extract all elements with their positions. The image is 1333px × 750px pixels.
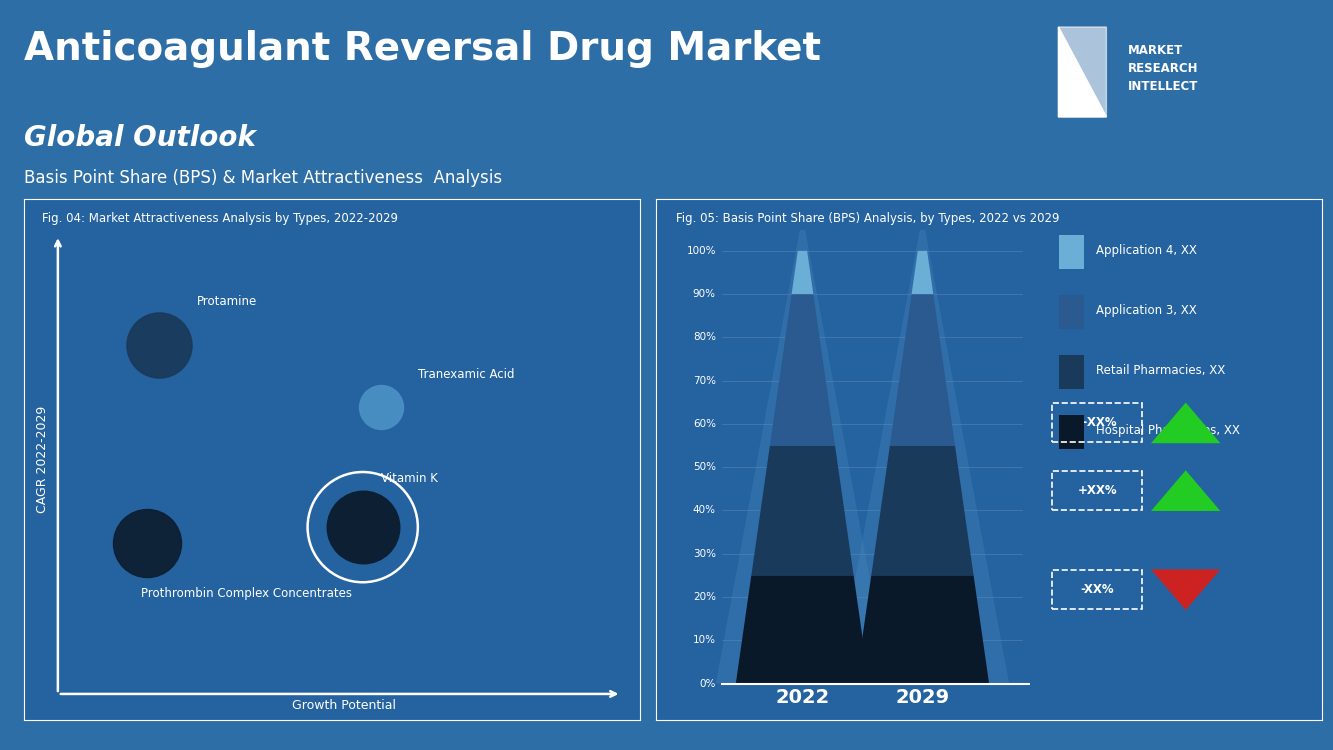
Text: 60%: 60% (693, 419, 716, 429)
Text: Protamine: Protamine (196, 296, 257, 308)
FancyBboxPatch shape (1060, 356, 1085, 389)
Polygon shape (1058, 27, 1106, 117)
Text: XX%: XX% (786, 338, 818, 351)
Text: Application 4, XX: Application 4, XX (1096, 244, 1197, 257)
Text: XX%: XX% (906, 338, 938, 351)
Text: Retail Pharmacies, XX: Retail Pharmacies, XX (1096, 364, 1225, 377)
Polygon shape (1150, 569, 1221, 610)
Polygon shape (890, 294, 954, 446)
Text: +XX%: +XX% (1077, 484, 1117, 497)
Text: 80%: 80% (693, 332, 716, 343)
Text: XX%: XX% (906, 640, 938, 653)
Polygon shape (912, 251, 933, 294)
Text: Vitamin K: Vitamin K (381, 472, 439, 485)
Point (136, 537, 157, 549)
Text: Application 3, XX: Application 3, XX (1096, 304, 1197, 317)
Polygon shape (1058, 27, 1106, 117)
Text: 2029: 2029 (896, 688, 949, 707)
FancyBboxPatch shape (1060, 415, 1085, 449)
Text: Hospital Pharmacies, XX: Hospital Pharmacies, XX (1096, 424, 1240, 437)
Text: +XX%: +XX% (1077, 416, 1117, 430)
Polygon shape (770, 294, 834, 446)
Polygon shape (716, 230, 889, 683)
Text: Prothrombin Complex Concentrates: Prothrombin Complex Concentrates (141, 587, 352, 600)
Text: XX%: XX% (786, 494, 818, 508)
Text: Tranexamic Acid: Tranexamic Acid (419, 368, 515, 381)
Point (352, 521, 373, 533)
Text: 50%: 50% (693, 462, 716, 472)
Text: Fig. 04: Market Attractiveness Analysis by Types, 2022-2029: Fig. 04: Market Attractiveness Analysis … (43, 211, 399, 225)
Point (371, 401, 392, 413)
Bar (1053, 570, 1142, 609)
Text: XX%: XX% (906, 494, 938, 508)
FancyBboxPatch shape (1060, 296, 1085, 329)
Text: -XX%: -XX% (1081, 584, 1114, 596)
Polygon shape (856, 575, 989, 683)
Polygon shape (836, 230, 1009, 683)
Polygon shape (1150, 470, 1221, 511)
Text: Growth Potential: Growth Potential (292, 699, 396, 712)
Text: 100%: 100% (686, 246, 716, 256)
Text: MARKET
RESEARCH
INTELLECT: MARKET RESEARCH INTELLECT (1128, 44, 1198, 94)
Text: 40%: 40% (693, 506, 716, 515)
Text: Basis Point Share (BPS) & Market Attractiveness  Analysis: Basis Point Share (BPS) & Market Attract… (24, 169, 503, 187)
Text: Anticoagulant Reversal Drug Market: Anticoagulant Reversal Drug Market (24, 30, 821, 68)
Text: 20%: 20% (693, 592, 716, 602)
Bar (1053, 471, 1142, 510)
Bar (1053, 404, 1142, 442)
Polygon shape (1150, 403, 1221, 443)
Text: 90%: 90% (693, 290, 716, 299)
Text: 0%: 0% (700, 679, 716, 688)
Text: Global Outlook: Global Outlook (24, 124, 256, 152)
Text: XX%: XX% (786, 640, 818, 653)
Text: 2022: 2022 (776, 688, 829, 707)
Text: 70%: 70% (693, 376, 716, 386)
FancyBboxPatch shape (1060, 236, 1085, 269)
Polygon shape (752, 446, 853, 575)
Text: 10%: 10% (693, 635, 716, 645)
Polygon shape (792, 251, 813, 294)
Text: 30%: 30% (693, 549, 716, 559)
Polygon shape (736, 575, 869, 683)
Point (149, 339, 171, 351)
Polygon shape (872, 446, 973, 575)
Text: CAGR 2022-2029: CAGR 2022-2029 (36, 406, 49, 513)
Text: Fig. 05: Basis Point Share (BPS) Analysis, by Types, 2022 vs 2029: Fig. 05: Basis Point Share (BPS) Analysi… (676, 211, 1060, 225)
Point (352, 521, 373, 533)
